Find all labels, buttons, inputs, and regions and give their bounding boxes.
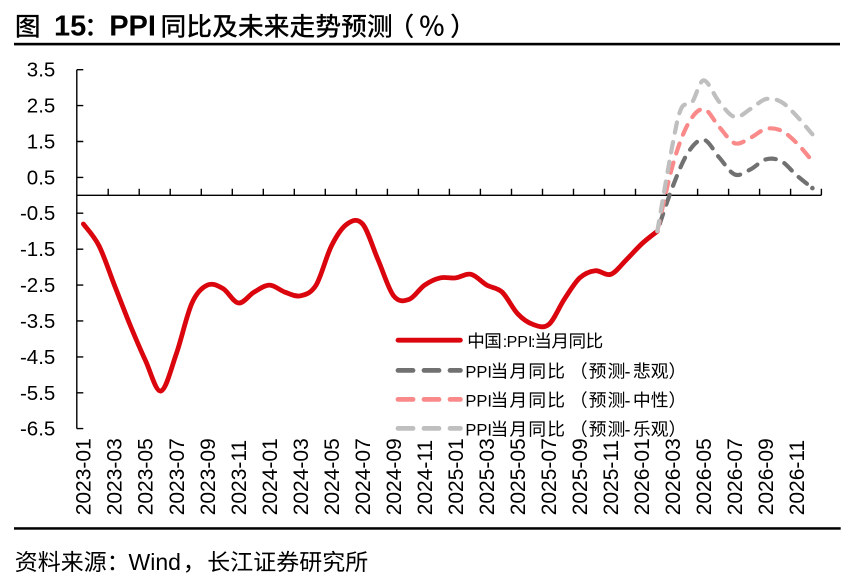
svg-text:2026-11: 2026-11 [786, 440, 809, 516]
svg-text:2024-07: 2024-07 [352, 438, 375, 515]
svg-text:2025-05: 2025-05 [507, 438, 530, 515]
svg-text:-1.5: -1.5 [20, 238, 55, 261]
svg-text:-3.5: -3.5 [20, 310, 55, 333]
svg-text:PPI: PPI [465, 421, 492, 439]
svg-text:-6.5: -6.5 [20, 418, 55, 441]
svg-text:2026-03: 2026-03 [662, 438, 685, 515]
svg-text:-: - [625, 419, 631, 439]
svg-text:-4.5: -4.5 [20, 346, 55, 369]
svg-text:3.5: 3.5 [27, 59, 56, 82]
svg-text:2023-11: 2023-11 [228, 440, 251, 516]
svg-text:2026-01: 2026-01 [631, 438, 654, 515]
svg-text:2023-01: 2023-01 [73, 438, 96, 515]
svg-text:PPI: PPI [465, 392, 492, 410]
svg-text:-5.5: -5.5 [20, 382, 55, 405]
svg-text:PPI: PPI [507, 334, 533, 351]
svg-text:2024-11: 2024-11 [414, 440, 437, 516]
svg-text:-: - [625, 361, 631, 381]
svg-text:-2.5: -2.5 [20, 274, 55, 297]
svg-text:2024-09: 2024-09 [383, 438, 406, 515]
svg-text:PPI: PPI [109, 11, 156, 43]
svg-text:2023-07: 2023-07 [166, 438, 189, 515]
svg-text:PPI: PPI [465, 363, 492, 381]
svg-text:2024-01: 2024-01 [259, 438, 282, 515]
svg-text:2026-09: 2026-09 [755, 438, 778, 515]
svg-text:0.5: 0.5 [27, 166, 56, 189]
svg-text:2023-09: 2023-09 [197, 438, 220, 515]
svg-text:1.5: 1.5 [27, 131, 56, 154]
svg-text:2024-05: 2024-05 [321, 438, 344, 515]
svg-text:2025-03: 2025-03 [476, 438, 499, 515]
svg-text::: : [531, 334, 535, 351]
svg-text:Wind: Wind [129, 549, 181, 575]
svg-text:2026-05: 2026-05 [693, 438, 716, 515]
svg-text:2025-11: 2025-11 [600, 440, 623, 516]
svg-text:-0.5: -0.5 [20, 202, 55, 225]
svg-text:2.5: 2.5 [27, 95, 56, 118]
svg-text:2025-01: 2025-01 [445, 438, 468, 515]
svg-text:-: - [625, 390, 631, 410]
svg-text::: : [503, 334, 507, 351]
svg-text:15: 15 [54, 11, 86, 43]
svg-text:2023-05: 2023-05 [135, 438, 158, 515]
svg-text:2025-09: 2025-09 [569, 438, 592, 515]
svg-text:2024-03: 2024-03 [290, 438, 313, 515]
svg-text:2026-07: 2026-07 [724, 438, 747, 515]
svg-text:2023-03: 2023-03 [104, 438, 127, 515]
svg-text:2025-07: 2025-07 [538, 438, 561, 515]
